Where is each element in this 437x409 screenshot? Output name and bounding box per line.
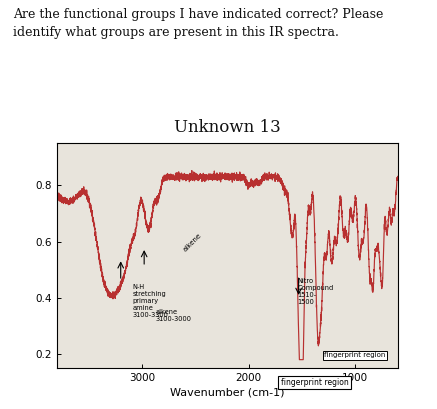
Text: fingerprint region: fingerprint region xyxy=(281,378,349,387)
Text: alkene: alkene xyxy=(183,232,203,253)
Text: alkene
3100-3000: alkene 3100-3000 xyxy=(156,309,192,322)
Text: Are the functional groups I have indicated correct? Please
identify what groups : Are the functional groups I have indicat… xyxy=(13,8,384,39)
Text: N-H
stretching
primary
amine
3100-3300: N-H stretching primary amine 3100-3300 xyxy=(132,284,168,318)
Text: alkene/trig: alkene/trig xyxy=(166,258,194,284)
Text: Nitro
Compound
1510-
1500: Nitro Compound 1510- 1500 xyxy=(298,278,334,305)
Text: fingerprint region: fingerprint region xyxy=(324,352,386,358)
X-axis label: Wavenumber (cm-1): Wavenumber (cm-1) xyxy=(170,387,284,397)
Title: Unknown 13: Unknown 13 xyxy=(174,119,281,136)
